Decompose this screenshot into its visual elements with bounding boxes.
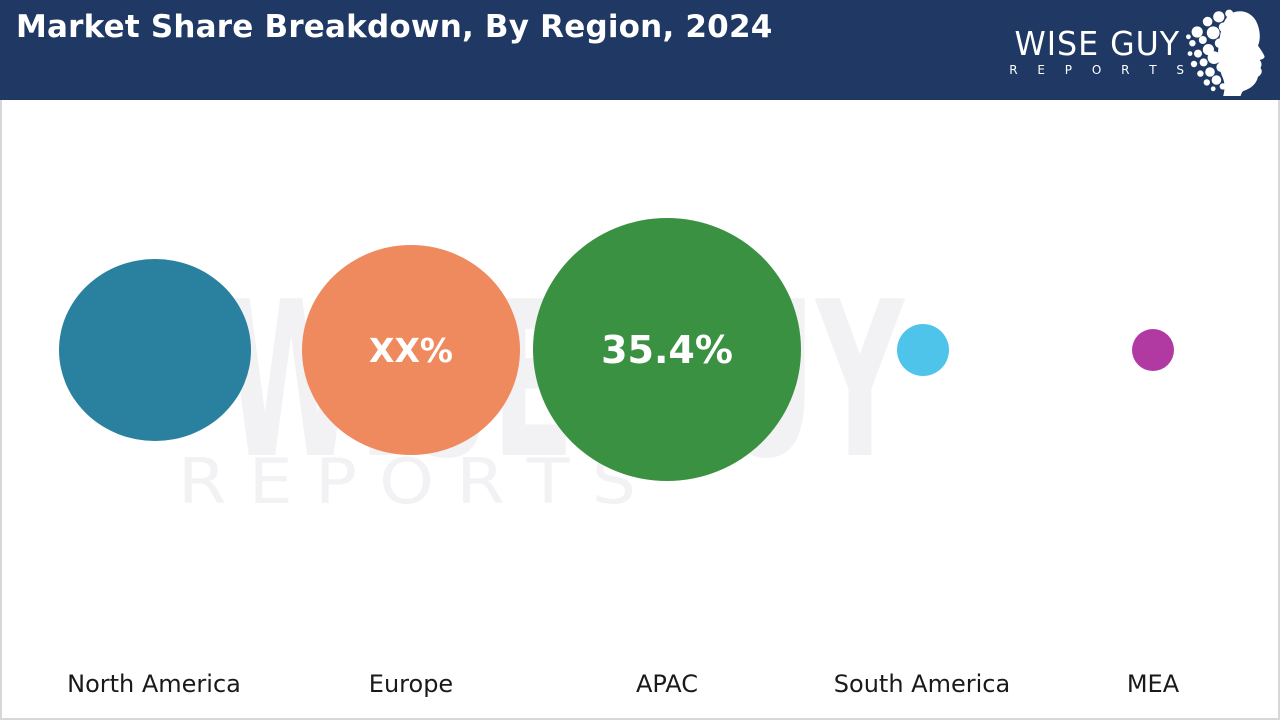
bubble-apac: 35.4% xyxy=(533,218,801,481)
bubble-south-america xyxy=(897,324,949,376)
logo-wordmark: WISE GUY xyxy=(1014,23,1181,63)
wiseguy-head-icon xyxy=(1186,8,1266,96)
page-title: Market Share Breakdown, By Region, 2024 xyxy=(16,9,773,45)
watermark-subtext: R E P O R T S xyxy=(178,445,636,518)
category-label-south-america: South America xyxy=(833,670,1011,698)
category-label-apac: APAC xyxy=(635,670,699,698)
bubble-mea xyxy=(1132,329,1174,371)
bubble-north-america xyxy=(59,259,251,441)
wiseguy-logo: WISE GUY R E P O R T S xyxy=(1003,8,1266,96)
category-label-europe: Europe xyxy=(368,670,454,698)
logo-subtext: R E P O R T S xyxy=(1009,63,1192,78)
bubble-europe: XX% xyxy=(302,245,520,455)
bubble-value-label: 35.4% xyxy=(601,327,733,372)
bubble-chart: WISE GUY R E P O R T S XX% 35.4% North A… xyxy=(0,100,1280,720)
bubble-value-label: XX% xyxy=(369,330,453,370)
header: Market Share Breakdown, By Region, 2024 … xyxy=(0,0,1280,100)
category-label-mea: MEA xyxy=(1126,670,1180,698)
category-label-north-america: North America xyxy=(67,670,241,698)
